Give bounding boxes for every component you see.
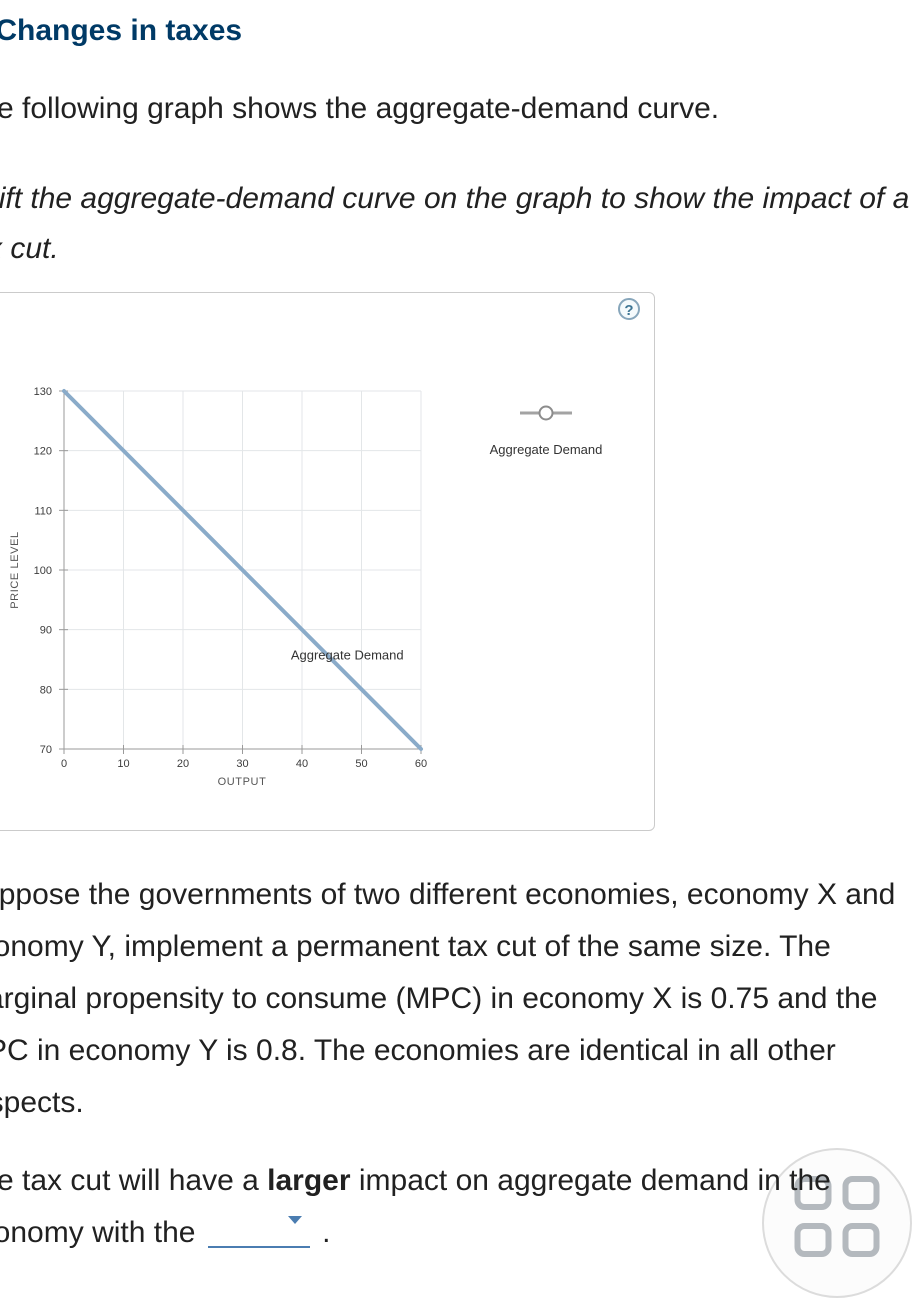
chevron-down-icon	[287, 1216, 302, 1224]
svg-text:30: 30	[236, 758, 248, 770]
section-heading: 3. Changes in taxes	[0, 14, 243, 47]
question-text: The tax cut will have a larger impact on…	[0, 1155, 912, 1259]
svg-text:40: 40	[296, 758, 308, 770]
svg-text:0: 0	[61, 758, 67, 770]
aggregate-demand-chart: 0 10 20 30 40 50 60 70 80 90 100 110 120 130 PRICE LE…	[9, 386, 603, 788]
instruction-text: Shift the aggregate-demand curve on the …	[0, 182, 910, 265]
svg-text:70: 70	[40, 744, 52, 756]
help-button[interactable]: ?	[618, 298, 640, 320]
legend-aggregate-demand[interactable]: Aggregate Demand	[490, 405, 603, 458]
svg-text:20: 20	[177, 758, 189, 770]
svg-text:60: 60	[415, 758, 427, 770]
svg-text:90: 90	[40, 625, 52, 637]
legend-label: Aggregate Demand	[490, 442, 603, 457]
question-bold-word: larger	[267, 1164, 351, 1197]
intro-text: The following graph shows the aggregate-…	[0, 92, 720, 125]
svg-text:120: 120	[34, 446, 52, 458]
chart-gridlines	[63, 390, 422, 750]
slider-handle-icon[interactable]	[538, 405, 554, 421]
y-axis-title: PRICE LEVEL	[9, 531, 21, 609]
chart-axes: 0 10 20 30 40 50 60 70 80 90 100 110 120 130	[34, 386, 427, 770]
grid-cell-icon	[842, 1176, 880, 1210]
exercise-page: 3. Changes in taxes The following graph …	[0, 14, 912, 1259]
x-axis-title: OUTPUT	[218, 776, 267, 788]
svg-text:50: 50	[355, 758, 367, 770]
svg-text:110: 110	[34, 505, 52, 517]
curve-label: Aggregate Demand	[291, 648, 404, 663]
svg-text:130: 130	[34, 386, 52, 398]
question-before-bold: The tax cut will have a	[0, 1164, 259, 1197]
grid-cell-icon	[794, 1176, 832, 1210]
graph-panel: 0 10 20 30 40 50 60 70 80 90 100 110 120 130 PRICE LE…	[0, 292, 655, 831]
question-after-blank: .	[313, 1216, 331, 1249]
scenario-paragraph: Suppose the governments of two different…	[0, 878, 896, 1119]
aggregate-demand-curve[interactable]	[62, 389, 423, 751]
svg-text:100: 100	[34, 565, 52, 577]
svg-text:10: 10	[117, 758, 129, 770]
svg-text:80: 80	[40, 684, 52, 696]
